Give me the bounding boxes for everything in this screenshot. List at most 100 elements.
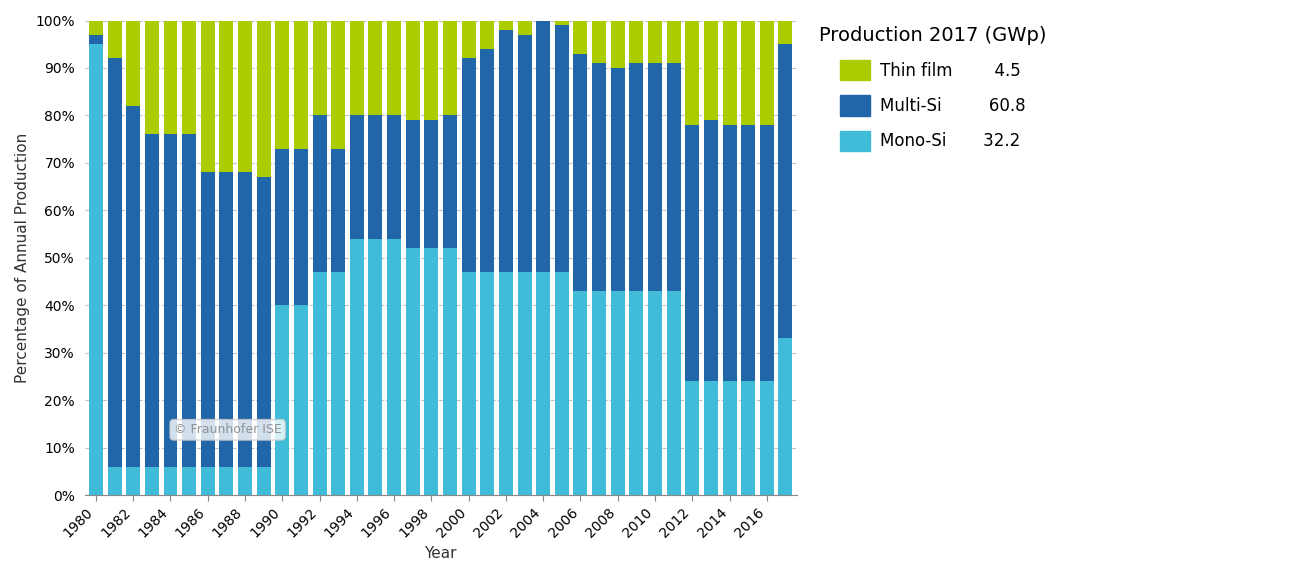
Bar xyxy=(350,115,364,239)
Bar xyxy=(89,44,103,495)
Y-axis label: Percentage of Annual Production: Percentage of Annual Production xyxy=(14,132,30,383)
Bar xyxy=(461,272,475,495)
Bar xyxy=(201,172,214,467)
Bar xyxy=(573,291,588,495)
Bar xyxy=(760,125,773,381)
Bar xyxy=(332,149,345,272)
Bar xyxy=(145,21,159,134)
Bar xyxy=(387,239,401,495)
Bar xyxy=(592,63,606,291)
Bar xyxy=(666,291,680,495)
Bar xyxy=(666,63,680,291)
Bar xyxy=(760,381,773,495)
Bar xyxy=(537,272,550,495)
Bar xyxy=(312,272,326,495)
Bar xyxy=(387,21,401,115)
Bar xyxy=(257,467,270,495)
Bar xyxy=(648,21,662,63)
Bar xyxy=(648,291,662,495)
Bar xyxy=(648,63,662,291)
Bar xyxy=(145,134,159,467)
Bar xyxy=(443,21,457,115)
Bar xyxy=(276,149,290,305)
Bar xyxy=(89,21,103,35)
Bar xyxy=(163,467,178,495)
Bar xyxy=(294,305,308,495)
Bar xyxy=(406,120,419,248)
Bar xyxy=(611,68,624,291)
Bar xyxy=(573,54,588,291)
Bar xyxy=(294,149,308,305)
Bar xyxy=(368,115,383,239)
Bar xyxy=(163,134,178,467)
Bar xyxy=(406,248,419,495)
Bar xyxy=(350,239,364,495)
Bar xyxy=(461,58,475,272)
Bar xyxy=(481,272,494,495)
Bar xyxy=(481,49,494,272)
Bar xyxy=(742,381,755,495)
Bar xyxy=(182,134,196,467)
Bar xyxy=(592,291,606,495)
Bar xyxy=(742,125,755,381)
Bar xyxy=(499,21,513,30)
Bar xyxy=(127,467,140,495)
Bar xyxy=(238,21,252,172)
Bar xyxy=(704,120,718,381)
Bar xyxy=(704,21,718,120)
Bar xyxy=(89,35,103,44)
Bar xyxy=(629,291,644,495)
Bar xyxy=(666,21,680,63)
Bar xyxy=(424,248,439,495)
Bar xyxy=(760,21,773,125)
Bar xyxy=(778,339,793,495)
Bar xyxy=(611,21,624,68)
Bar xyxy=(686,125,699,381)
Bar xyxy=(368,21,383,115)
Bar xyxy=(350,21,364,115)
Bar xyxy=(704,381,718,495)
Bar xyxy=(107,58,121,467)
Bar xyxy=(312,21,326,115)
Legend: Thin film        4.5, Multi-Si         60.8, Mono-Si       32.2: Thin film 4.5, Multi-Si 60.8, Mono-Si 32… xyxy=(812,20,1053,158)
Bar xyxy=(722,21,737,125)
Bar xyxy=(424,120,439,248)
Bar xyxy=(219,172,234,467)
Bar xyxy=(686,21,699,125)
Bar xyxy=(312,115,326,272)
Bar xyxy=(276,305,290,495)
Bar xyxy=(201,467,214,495)
Bar xyxy=(443,115,457,248)
Bar xyxy=(424,21,439,120)
Bar xyxy=(555,25,569,272)
Bar xyxy=(332,21,345,149)
Bar xyxy=(406,21,419,120)
Bar xyxy=(742,21,755,125)
Bar xyxy=(778,21,793,44)
Bar xyxy=(219,467,234,495)
Bar xyxy=(461,21,475,58)
Bar xyxy=(629,21,644,63)
Bar xyxy=(163,21,178,134)
Bar xyxy=(107,467,121,495)
Bar xyxy=(182,21,196,134)
Bar xyxy=(201,21,214,172)
Bar xyxy=(368,239,383,495)
X-axis label: Year: Year xyxy=(424,546,457,561)
Bar xyxy=(629,63,644,291)
Bar xyxy=(481,21,494,49)
Bar xyxy=(611,291,624,495)
Bar xyxy=(294,21,308,149)
Bar xyxy=(107,21,121,58)
Bar xyxy=(722,381,737,495)
Bar xyxy=(219,21,234,172)
Bar xyxy=(127,21,140,106)
Bar xyxy=(238,467,252,495)
Bar xyxy=(238,172,252,467)
Bar xyxy=(387,115,401,239)
Bar xyxy=(517,21,532,35)
Bar xyxy=(276,21,290,149)
Bar xyxy=(686,381,699,495)
Bar xyxy=(555,272,569,495)
Bar xyxy=(517,272,532,495)
